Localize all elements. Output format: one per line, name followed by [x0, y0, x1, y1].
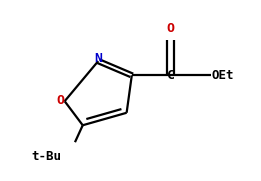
Text: OEt: OEt: [212, 69, 234, 82]
Text: t-Bu: t-Bu: [32, 150, 62, 163]
Text: O: O: [56, 94, 64, 107]
Text: C: C: [167, 69, 175, 82]
Text: N: N: [94, 52, 102, 65]
Text: O: O: [167, 22, 175, 35]
